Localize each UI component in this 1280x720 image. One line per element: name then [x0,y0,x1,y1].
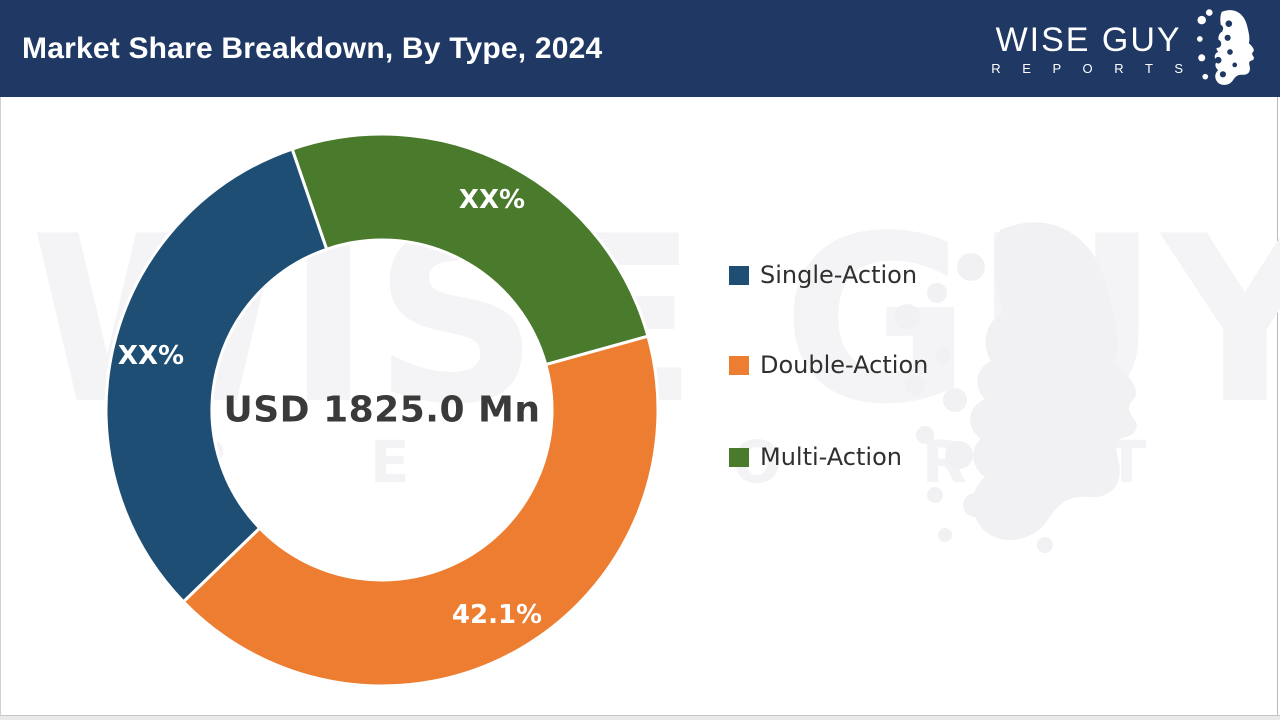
page-title: Market Share Breakdown, By Type, 2024 [22,31,603,65]
legend-item-single-action: Single-Action [729,261,917,289]
footer-strip [0,715,1280,720]
wise-guy-logo: WISE GUY R E P O R T S [985,6,1266,92]
logo-wordmark: WISE GUY [995,20,1182,59]
slice-multi-action [290,132,650,367]
legend-label-multi-action: Multi-Action [760,443,902,471]
label-multi-action-pct: XX% [458,185,526,215]
header-bar: Market Share Breakdown, By Type, 2024 WI… [0,0,1280,97]
legend-label-single-action: Single-Action [760,261,918,289]
logo-subtitle: R E P O R T S [991,60,1192,76]
logo-face-icon [1197,8,1254,85]
legend-item-double-action: Double-Action [729,351,928,379]
legend-swatch-double-action [729,355,749,375]
legend-swatch-single-action [729,265,749,285]
donut-chart [104,132,660,688]
logo-text: WISE GUY R E P O R T S [985,23,1192,75]
donut-center-total: USD 1825.0 Mn [223,389,541,431]
watermark-face-icon [894,222,1137,553]
label-double-action-pct: 42.1% [451,600,543,630]
slice-double-action [181,334,660,688]
legend-item-multi-action: Multi-Action [729,443,902,471]
slice-single-action [104,147,329,604]
legend-label-double-action: Double-Action [760,351,929,379]
legend-swatch-multi-action [729,447,749,467]
label-single-action-pct: XX% [117,341,185,371]
